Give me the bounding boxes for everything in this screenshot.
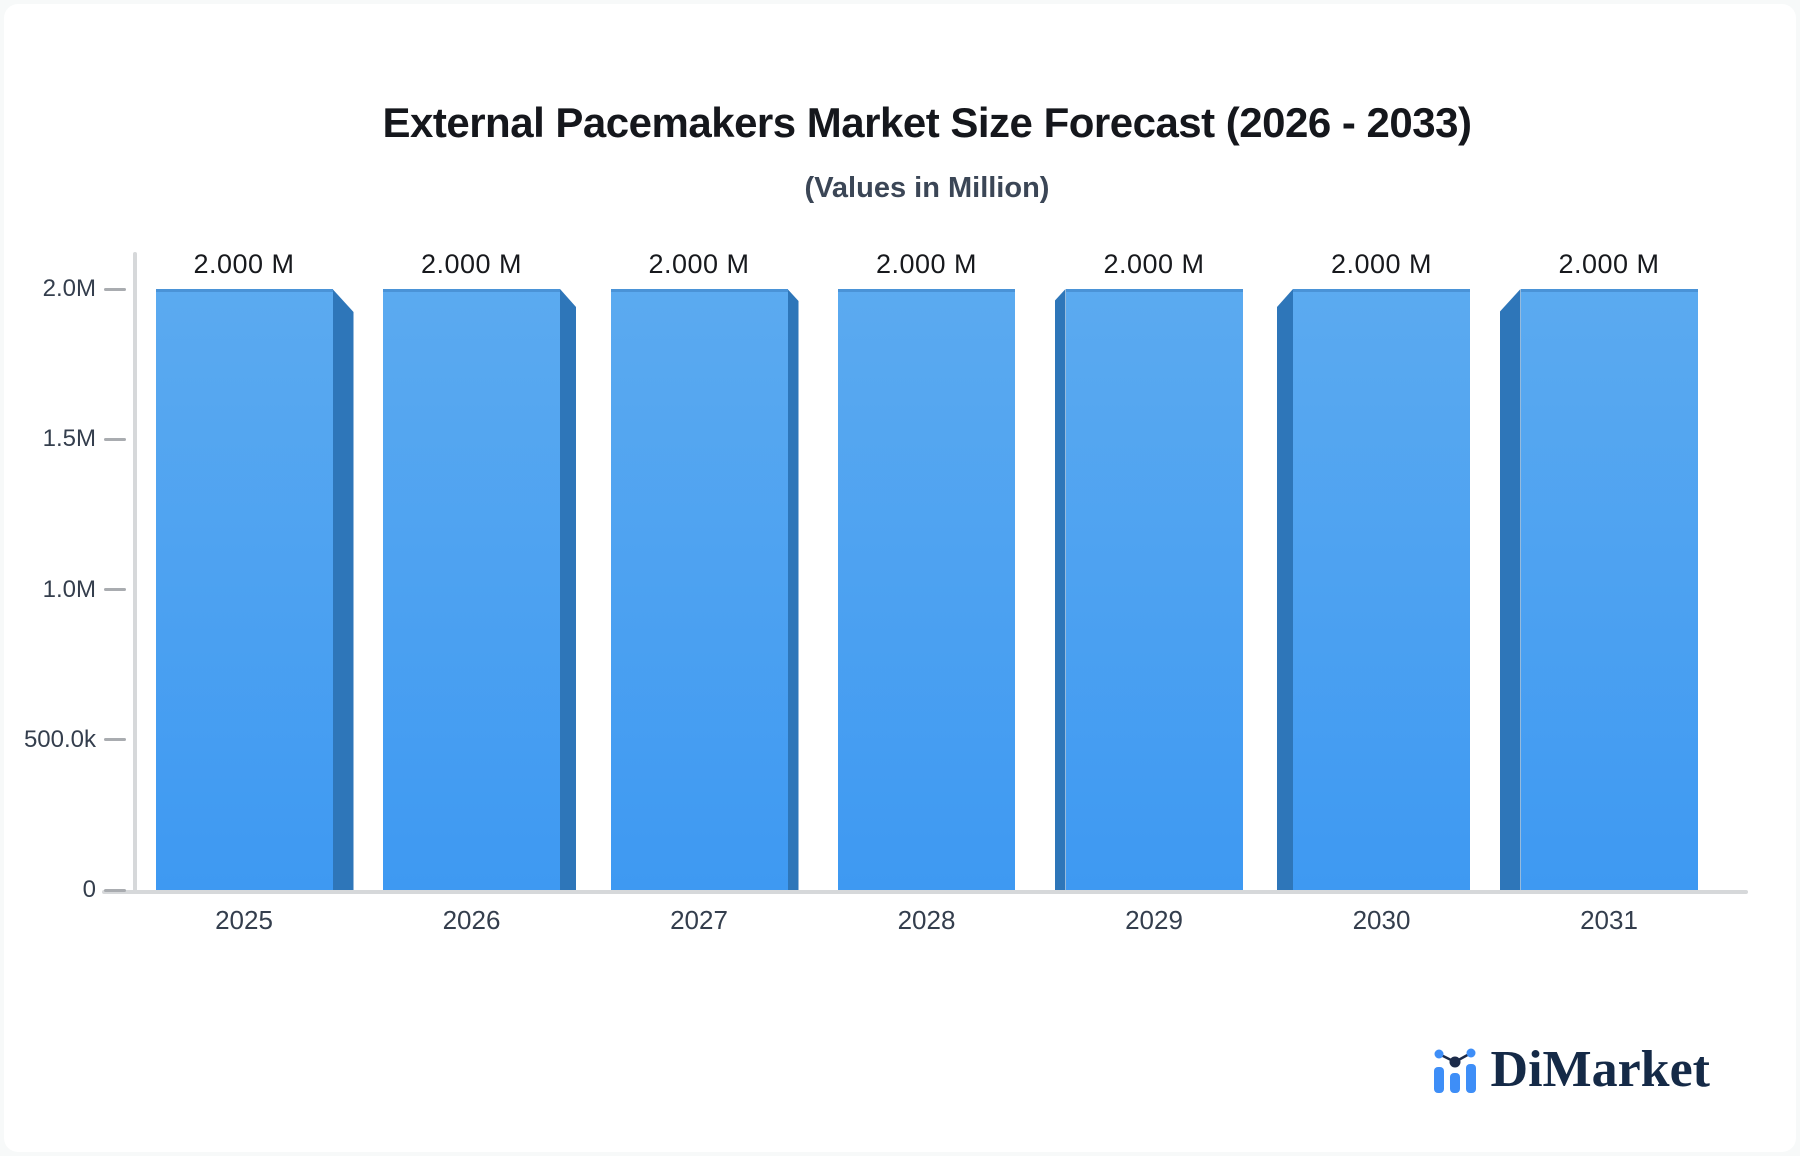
x-axis-tick-label: 2031 bbox=[1580, 905, 1638, 935]
bar-side-shadow bbox=[1499, 289, 1521, 890]
y-axis-tick-label: 1.5M bbox=[42, 425, 96, 453]
dimarket-wordmark: DiMarket bbox=[1490, 1041, 1710, 1098]
bar-value-label: 2.000 M bbox=[1103, 249, 1205, 279]
bar-2026 bbox=[383, 289, 560, 890]
chart-card: External Pacemakers Market Size Forecast… bbox=[4, 4, 1796, 1152]
bar-2029 bbox=[1065, 289, 1243, 890]
y-axis-tick-label: 2.0M bbox=[42, 275, 96, 302]
bar-value-label: 2.000 M bbox=[875, 249, 978, 279]
x-axis-line bbox=[102, 890, 1748, 894]
bar-value-label: 2.000 M bbox=[1330, 249, 1433, 279]
y-axis-tick-mark bbox=[104, 738, 126, 742]
y-axis-tick-label: 500.0k bbox=[23, 725, 96, 753]
bar-side-shadow bbox=[787, 289, 799, 890]
y-axis-tick-label: 0 bbox=[82, 876, 96, 903]
bar-value-label: 2.000 M bbox=[420, 249, 523, 279]
x-axis-tick-label: 2027 bbox=[670, 905, 728, 935]
chart-subtitle: (Values in Million) bbox=[804, 172, 1050, 204]
bar-side-shadow bbox=[560, 289, 576, 890]
bar-2025 bbox=[155, 289, 333, 890]
bar-2030 bbox=[1293, 289, 1470, 890]
bar-2031 bbox=[1520, 289, 1698, 890]
x-axis-tick-label: 2026 bbox=[442, 905, 501, 935]
bar-2027 bbox=[610, 289, 788, 890]
bar-2028 bbox=[838, 289, 1015, 890]
y-axis-line bbox=[133, 252, 137, 894]
bar-value-label: 2.000 M bbox=[1558, 249, 1660, 279]
y-axis-tick-mark bbox=[104, 437, 126, 441]
bar-side-shadow bbox=[1054, 289, 1066, 890]
x-axis-tick-label: 2025 bbox=[215, 905, 273, 935]
bar-side-shadow bbox=[332, 289, 354, 890]
y-axis-tick-mark bbox=[104, 588, 126, 591]
bar-value-label: 2.000 M bbox=[193, 249, 295, 279]
y-axis-tick-label: 1.0M bbox=[42, 575, 96, 603]
y-axis-tick-mark bbox=[104, 888, 126, 892]
plot-area: 0 500.0k 1.0M 1.5M 2.0M 2.000 M 2025 2.000 M 202… bbox=[4, 4, 1800, 1152]
bar-value-label: 2.000 M bbox=[648, 249, 750, 279]
dimarket-bars-icon bbox=[1433, 1048, 1476, 1093]
x-axis-tick-label: 2030 bbox=[1352, 905, 1411, 935]
chart-title: External Pacemakers Market Size Forecast… bbox=[382, 99, 1472, 146]
y-axis-tick-mark bbox=[104, 287, 126, 291]
x-axis-tick-label: 2028 bbox=[897, 905, 956, 935]
x-axis-tick-label: 2029 bbox=[1125, 905, 1183, 935]
dimarket-logo[interactable]: DiMarket bbox=[1433, 1044, 1710, 1096]
bar-side-shadow bbox=[1277, 289, 1293, 890]
